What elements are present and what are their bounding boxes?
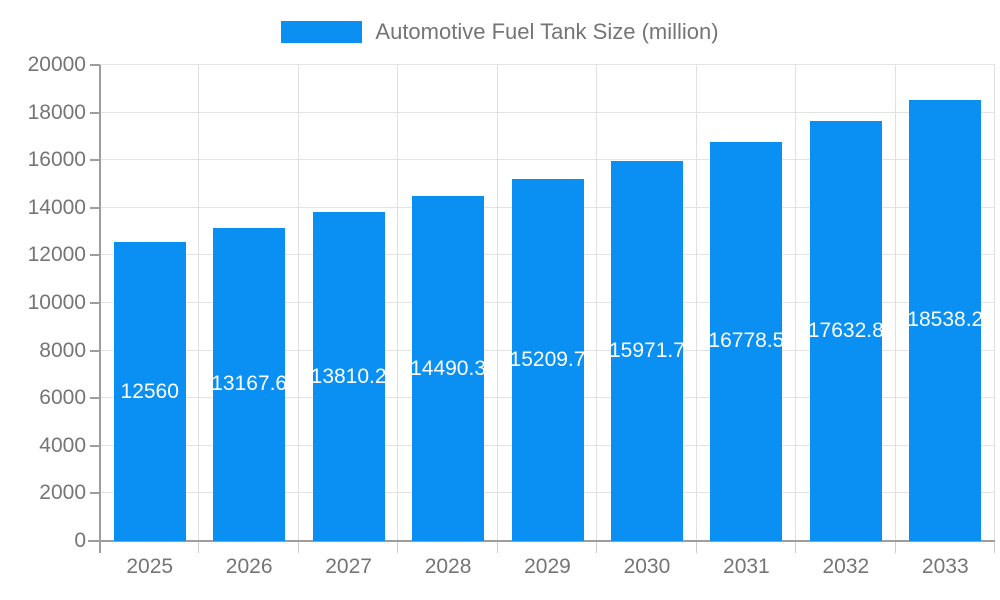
y-axis-tick-label: 2000 [39, 481, 86, 505]
y-axis-tick-label: 6000 [39, 386, 86, 410]
x-gridline [894, 65, 896, 541]
x-axis-tick-label: 2029 [524, 555, 571, 578]
bar-value-label: 15209.7 [511, 348, 584, 371]
legend[interactable]: Automotive Fuel Tank Size (million) [0, 16, 1000, 48]
y-gridline [100, 159, 995, 161]
bar[interactable]: 16778.5 [710, 141, 783, 541]
x-axis-tick-mark [397, 541, 399, 553]
y-axis-tick-mark [90, 349, 100, 352]
x-gridline [297, 65, 299, 541]
bar[interactable]: 13167.6 [213, 227, 286, 541]
y-axis-tick-mark [90, 254, 100, 257]
bar[interactable]: 13810.2 [312, 212, 385, 541]
plot-area: 12560 13167.6 13810.2 14490.3 15209.7 15971.7… [88, 64, 995, 553]
bar-value-label: 16778.5 [710, 329, 783, 353]
bar-value-label: 13167.6 [213, 372, 286, 396]
x-gridline [795, 65, 797, 541]
x-axis-tick-mark [496, 541, 498, 553]
x-gridline [596, 65, 598, 541]
bar-value-label: 17632.8 [809, 319, 882, 343]
bar-value-label: 14490.3 [412, 356, 485, 380]
bar[interactable]: 14490.3 [412, 196, 485, 541]
y-axis-tick-label: 16000 [27, 148, 86, 172]
legend-series-label: Automotive Fuel Tank Size (million) [375, 19, 719, 44]
bar[interactable]: 15209.7 [511, 179, 584, 541]
y-axis-tick-mark [90, 159, 100, 162]
x-axis-tick-mark [596, 541, 598, 553]
y-axis-tick-label: 18000 [27, 100, 86, 124]
y-axis-tick-label: 0 [74, 529, 86, 552]
x-gridline [994, 65, 995, 541]
y-axis-tick-mark [90, 302, 100, 304]
bar-value-label: 13810.2 [312, 364, 385, 388]
x-axis-tick-label: 2030 [623, 555, 671, 578]
y-axis-tick-mark [90, 444, 100, 447]
x-axis-tick-label: 2031 [723, 555, 770, 578]
bar-value-label: 18538.2 [909, 308, 982, 332]
x-axis-tick-mark [795, 541, 797, 553]
y-axis-tick-label: 14000 [27, 195, 86, 219]
y-gridline [100, 111, 995, 113]
y-axis-tick-label: 20000 [27, 53, 86, 76]
x-gridline [198, 65, 200, 541]
x-axis-tick-label: 2027 [325, 555, 372, 578]
bar[interactable]: 18538.2 [909, 99, 982, 541]
x-axis-tick-label: 2026 [225, 555, 273, 578]
x-gridline [695, 65, 697, 541]
x-axis-tick-label: 2025 [126, 555, 174, 578]
y-axis-tick-mark [90, 397, 100, 400]
y-axis-line [99, 65, 101, 553]
y-axis-tick-label: 4000 [39, 433, 86, 457]
x-axis-tick-mark [198, 541, 200, 553]
bar-value-label: 15971.7 [610, 338, 683, 362]
legend-color-swatch [281, 21, 363, 43]
x-axis-tick-mark [297, 541, 299, 553]
bar[interactable]: 12560 [113, 242, 186, 541]
y-gridline [100, 64, 995, 65]
bar[interactable]: 15971.7 [610, 160, 683, 541]
y-axis-tick-label: 8000 [39, 338, 86, 362]
y-axis-tick-mark [90, 206, 100, 209]
x-axis-tick-mark [994, 541, 995, 553]
y-axis-tick-mark [90, 492, 100, 495]
x-gridline [496, 65, 498, 541]
y-axis-tick-mark [90, 111, 100, 114]
y-axis-tick-label: 10000 [27, 291, 86, 314]
y-axis-tick-mark [90, 540, 100, 542]
x-gridline [397, 65, 399, 541]
y-axis-tick-label: 12000 [27, 243, 86, 267]
x-axis-tick-mark [894, 541, 896, 553]
bar[interactable]: 17632.8 [809, 121, 882, 541]
x-axis-tick-label: 2033 [921, 555, 969, 578]
x-axis-tick-mark [695, 541, 697, 553]
x-axis-tick-label: 2028 [424, 555, 472, 578]
x-axis-tick-label: 2032 [822, 555, 870, 578]
bar-value-label: 12560 [120, 379, 179, 403]
y-axis-tick-mark [90, 64, 100, 66]
x-axis-line [88, 540, 995, 542]
